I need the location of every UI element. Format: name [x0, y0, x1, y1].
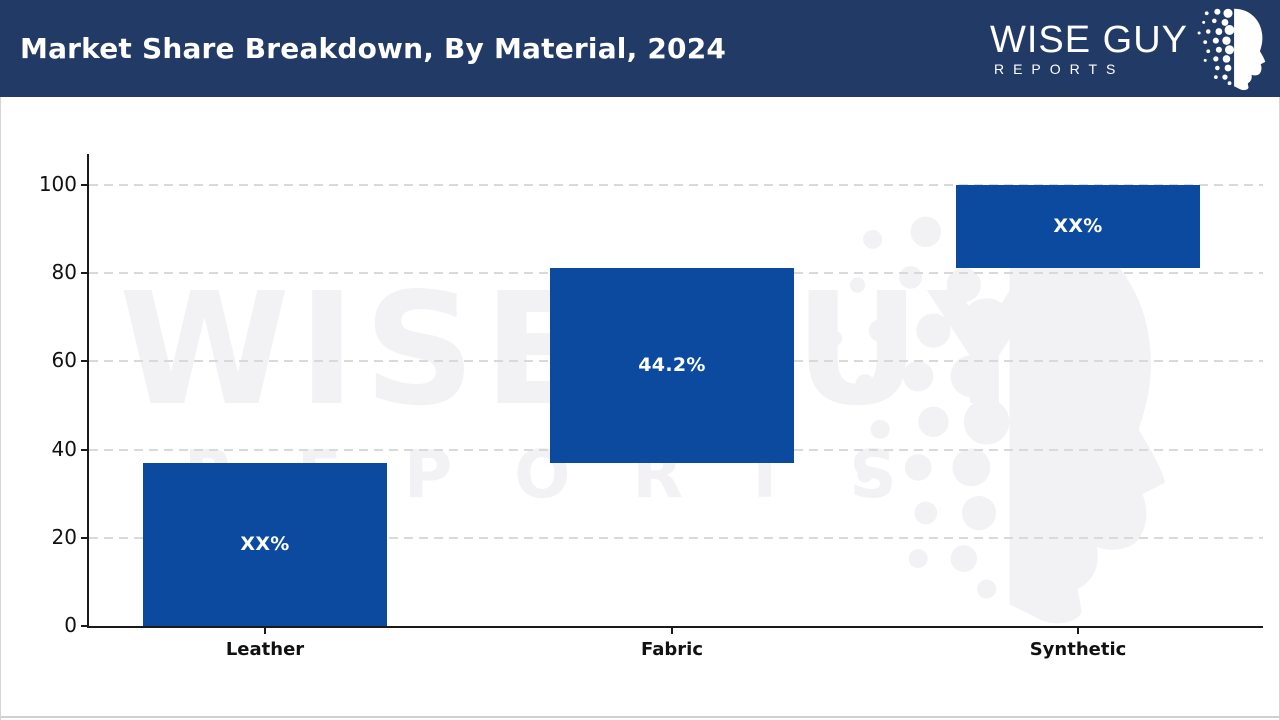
logo-text: WISE GUY REPORTS	[990, 20, 1188, 77]
x-tick-label: Leather	[225, 639, 305, 660]
y-tick-label: 0	[64, 613, 77, 637]
x-tick-label: Fabric	[641, 639, 703, 660]
waterfall-chart: 0 20 40 60 80 100 XX% Leather 44.2% Fabric XX% Synt…	[1, 97, 1280, 720]
y-tick-mark	[81, 448, 89, 451]
bar-fabric: 44.2%	[550, 267, 794, 463]
bar-synthetic: XX%	[956, 185, 1200, 268]
wiseguy-logo: WISE GUY REPORTS	[990, 7, 1266, 91]
x-axis-line	[87, 626, 1263, 628]
bar-value-label: XX%	[1053, 215, 1103, 238]
x-tick-mark	[264, 628, 266, 634]
x-tick-mark	[1077, 628, 1079, 634]
y-tick-mark	[81, 272, 89, 275]
footer-divider	[1, 716, 1280, 718]
y-tick-label: 80	[51, 260, 77, 285]
bar-value-label: 44.2%	[638, 354, 706, 377]
y-tick-mark	[81, 536, 89, 539]
bar-leather: XX%	[143, 462, 387, 626]
gridline	[89, 184, 1263, 186]
y-tick-label: 40	[51, 436, 77, 461]
gridline	[89, 536, 1263, 539]
y-axis-line	[87, 154, 89, 628]
chart-title: Market Share Breakdown, By Material, 202…	[20, 32, 727, 65]
logo-wordmark: WISE GUY	[989, 19, 1188, 61]
y-tick-label: 60	[51, 348, 77, 373]
y-tick-mark	[81, 625, 89, 627]
logo-subtitle: REPORTS	[993, 61, 1125, 77]
watermark-face-icon	[827, 216, 1166, 624]
y-tick-mark	[81, 184, 89, 186]
header-bar: Market Share Breakdown, By Material, 202…	[0, 0, 1280, 97]
x-tick-mark	[671, 628, 673, 634]
chart-canvas: WISE GUY REPORTS 0 20 40 60 80 100 XX% Leather 4…	[0, 97, 1280, 720]
y-tick-label: 100	[38, 172, 77, 196]
logo-face-icon	[1197, 8, 1266, 90]
bar-value-label: XX%	[240, 533, 290, 556]
y-tick-label: 20	[51, 524, 77, 549]
y-tick-mark	[81, 360, 89, 363]
x-tick-label: Synthetic	[1029, 639, 1127, 660]
